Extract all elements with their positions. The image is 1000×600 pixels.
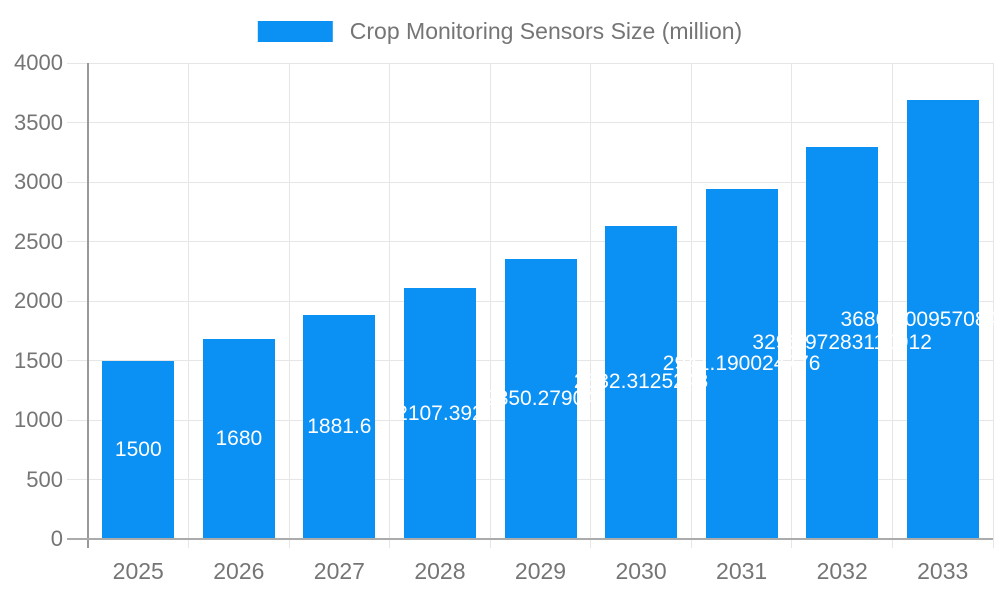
legend-label: Crop Monitoring Sensors Size (million) [349, 18, 743, 44]
bar-value-label: 3686.3009570841912 [840, 307, 1000, 331]
y-axis-tick-label: 1500 [14, 347, 63, 373]
x-axis-tick-label: 2029 [514, 558, 567, 584]
bar-2031[interactable] [705, 188, 778, 539]
bar-value-label: 2350.27904 [485, 387, 596, 411]
y-axis-line [87, 63, 89, 548]
bar-2029[interactable] [504, 259, 577, 539]
x-axis-tick-label: 2031 [716, 558, 768, 584]
x-axis-tick-label: 2030 [615, 558, 667, 584]
bar-value-label: 3296.97283110912 [752, 330, 932, 354]
y-axis-tick-label: 500 [26, 466, 63, 492]
bar-2027[interactable] [303, 315, 376, 539]
y-axis-tick-label: 1000 [14, 407, 63, 432]
x-axis-tick-label: 2032 [816, 558, 868, 584]
bar-2032[interactable] [806, 146, 879, 539]
legend-item[interactable]: Crop Monitoring Sensors Size (million) [257, 18, 743, 45]
bar-2033[interactable] [906, 100, 979, 539]
y-axis-tick-label: 2500 [14, 228, 63, 254]
x-axis-tick-label: 2026 [213, 558, 265, 584]
y-axis-tick-label: 3500 [14, 109, 63, 135]
x-gridline [288, 63, 290, 548]
bar-value-label: 1680 [215, 427, 263, 451]
legend-swatch-icon [257, 21, 333, 42]
bar-value-label: 2941.190024776 [662, 351, 821, 375]
bar-2030[interactable] [605, 225, 678, 539]
y-axis-tick-label: 0 [50, 526, 63, 551]
y-gridline [67, 122, 993, 123]
x-gridline [891, 63, 893, 548]
y-axis-tick-label: 2000 [14, 288, 63, 313]
y-gridline [67, 62, 993, 64]
bar-value-label: 1881.6 [307, 415, 372, 439]
bar-value-label: 2107.392 [396, 401, 484, 425]
x-axis-tick-label: 2025 [112, 558, 164, 584]
x-gridline [590, 63, 592, 548]
bar-2026[interactable] [202, 339, 275, 539]
x-gridline [791, 63, 793, 548]
x-gridline [188, 63, 190, 548]
y-gridline [67, 181, 993, 183]
x-axis-tick-label: 2028 [414, 558, 466, 584]
bar-value-label: 1500 [114, 437, 162, 461]
x-gridline [992, 63, 994, 548]
y-gridline [67, 241, 993, 242]
bar-2025[interactable] [102, 360, 175, 539]
x-gridline [489, 63, 491, 548]
y-axis-tick-label: 4000 [14, 50, 63, 75]
bar-value-label: 2632.3125248 [573, 370, 709, 394]
y-axis-tick-label: 3000 [14, 169, 63, 194]
x-axis-tick-label: 2033 [917, 558, 969, 584]
x-axis-tick-label: 2027 [313, 558, 365, 584]
x-gridline [389, 63, 391, 548]
x-gridline [690, 63, 692, 548]
bar-2028[interactable] [403, 288, 476, 539]
x-axis-line [67, 538, 993, 540]
